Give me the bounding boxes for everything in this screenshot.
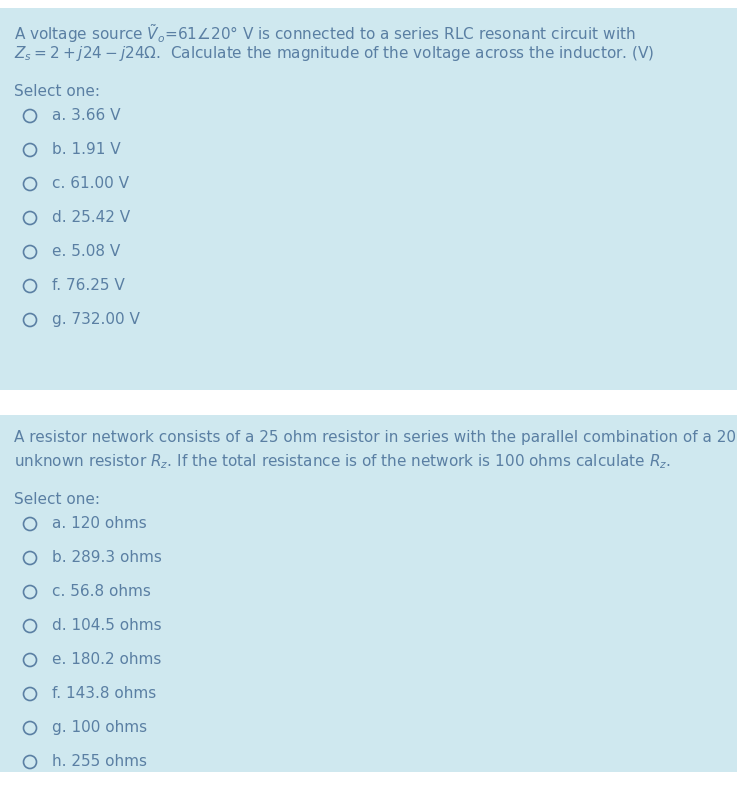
Text: e. 180.2 ohms: e. 180.2 ohms — [52, 652, 161, 667]
Bar — [0, 390, 737, 415]
Text: h. 255 ohms: h. 255 ohms — [52, 754, 147, 769]
Text: b. 1.91 V: b. 1.91 V — [52, 142, 121, 157]
Text: f. 143.8 ohms: f. 143.8 ohms — [52, 686, 156, 701]
Text: A voltage source $\tilde{V}_o$=61$\angle$20° V is connected to a series RLC reso: A voltage source $\tilde{V}_o$=61$\angle… — [14, 22, 636, 45]
Text: Select one:: Select one: — [14, 492, 100, 507]
Text: g. 732.00 V: g. 732.00 V — [52, 312, 140, 327]
Text: c. 61.00 V: c. 61.00 V — [52, 176, 129, 191]
Text: d. 104.5 ohms: d. 104.5 ohms — [52, 618, 161, 633]
Text: Select one:: Select one: — [14, 84, 100, 99]
Text: a. 3.66 V: a. 3.66 V — [52, 108, 121, 123]
Text: c. 56.8 ohms: c. 56.8 ohms — [52, 584, 151, 599]
Text: b. 289.3 ohms: b. 289.3 ohms — [52, 550, 162, 565]
Text: a. 120 ohms: a. 120 ohms — [52, 516, 147, 531]
Bar — [0, 8, 737, 390]
Text: $Z_s = 2 + j24 - j24\Omega$.  Calculate the magnitude of the voltage across the : $Z_s = 2 + j24 - j24\Omega$. Calculate t… — [14, 44, 654, 63]
Bar — [0, 415, 737, 772]
Text: f. 76.25 V: f. 76.25 V — [52, 278, 125, 293]
Text: d. 25.42 V: d. 25.42 V — [52, 210, 130, 225]
Text: e. 5.08 V: e. 5.08 V — [52, 244, 120, 259]
Text: A resistor network consists of a 25 ohm resistor in series with the parallel com: A resistor network consists of a 25 ohm … — [14, 430, 737, 445]
Text: g. 100 ohms: g. 100 ohms — [52, 720, 147, 735]
Text: unknown resistor $R_z$. If the total resistance is of the network is 100 ohms ca: unknown resistor $R_z$. If the total res… — [14, 452, 671, 471]
